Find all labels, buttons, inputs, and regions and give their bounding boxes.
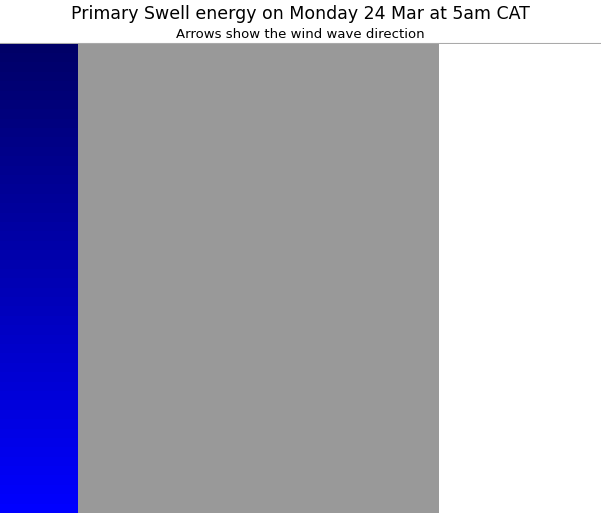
- Bar: [0, 452, 78, 466]
- Bar: [0, 142, 78, 156]
- Bar: [0, 283, 78, 297]
- Bar: [0, 245, 78, 260]
- Bar: [0, 396, 78, 410]
- Bar: [0, 480, 78, 494]
- Bar: [0, 218, 78, 231]
- Bar: [0, 180, 78, 194]
- Bar: [0, 499, 78, 513]
- Bar: [0, 461, 78, 476]
- Bar: [78, 44, 439, 513]
- Bar: [0, 386, 78, 400]
- Bar: [0, 161, 78, 175]
- Bar: [0, 199, 78, 212]
- Bar: [0, 292, 78, 306]
- Bar: [0, 339, 78, 353]
- Bar: [0, 76, 78, 90]
- Bar: [0, 39, 78, 53]
- Bar: [0, 415, 78, 428]
- Bar: [0, 227, 78, 241]
- Bar: [0, 86, 78, 100]
- Bar: [0, 124, 78, 137]
- Text: Primary Swell energy on Monday 24 Mar at 5am CAT: Primary Swell energy on Monday 24 Mar at…: [71, 5, 530, 23]
- Bar: [0, 208, 78, 222]
- Bar: [0, 377, 78, 391]
- Bar: [0, 367, 78, 382]
- Bar: [0, 48, 78, 63]
- Bar: [0, 330, 78, 344]
- Bar: [0, 405, 78, 419]
- Bar: [0, 189, 78, 203]
- Bar: [0, 302, 78, 316]
- Bar: [0, 311, 78, 325]
- Bar: [0, 424, 78, 438]
- Bar: [0, 95, 78, 109]
- Bar: [0, 57, 78, 72]
- Bar: [0, 471, 78, 485]
- Bar: [0, 114, 78, 128]
- Bar: [0, 264, 78, 278]
- Text: Arrows show the wind wave direction: Arrows show the wind wave direction: [176, 28, 425, 41]
- Bar: [0, 443, 78, 457]
- Bar: [0, 151, 78, 166]
- Bar: [0, 273, 78, 288]
- Bar: [0, 358, 78, 372]
- Bar: [0, 349, 78, 363]
- Bar: [0, 255, 78, 269]
- Bar: [0, 67, 78, 81]
- Bar: [0, 321, 78, 334]
- Bar: [0, 489, 78, 504]
- Bar: [0, 170, 78, 185]
- Bar: [0, 105, 78, 119]
- Bar: [0, 236, 78, 250]
- Bar: [0, 133, 78, 147]
- Bar: [0, 433, 78, 447]
